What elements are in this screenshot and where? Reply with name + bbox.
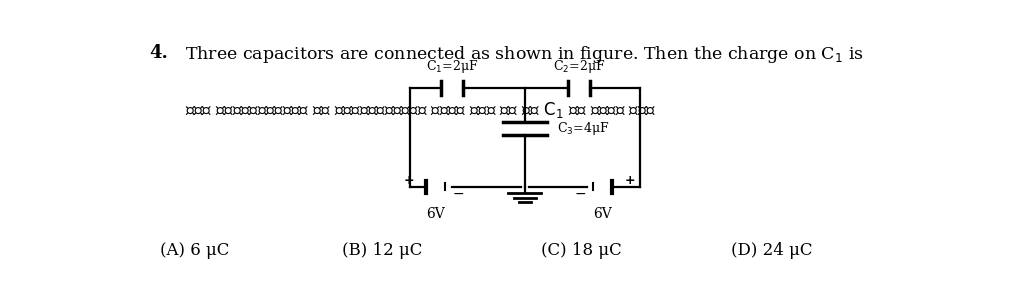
Text: −: − (453, 186, 464, 200)
Text: +: + (625, 174, 635, 187)
Text: C$_3$=4μF: C$_3$=4μF (557, 120, 609, 137)
Text: Three capacitors are connected as shown in figure. Then the charge on C$_1$ is: Three capacitors are connected as shown … (185, 44, 864, 65)
Text: (A) 6 μC: (A) 6 μC (160, 242, 229, 259)
Text: (B) 12 μC: (B) 12 μC (342, 242, 423, 259)
Text: 6V: 6V (593, 207, 612, 221)
Text: (C) 18 μC: (C) 18 μC (541, 242, 622, 259)
Text: (D) 24 μC: (D) 24 μC (731, 242, 813, 259)
Text: +: + (403, 174, 415, 187)
Text: 6V: 6V (427, 207, 445, 221)
Text: तीन संधारित्रों को चित्रानुसार जोड़ा गया है तो C$_1$ पर आवेश है।: तीन संधारित्रों को चित्रानुसार जोड़ा गया … (185, 100, 656, 120)
Text: C$_1$=2μF: C$_1$=2μF (426, 58, 478, 75)
Text: C$_2$=2μF: C$_2$=2μF (553, 58, 605, 75)
Text: 4.: 4. (150, 44, 168, 62)
Text: −: − (574, 186, 586, 200)
